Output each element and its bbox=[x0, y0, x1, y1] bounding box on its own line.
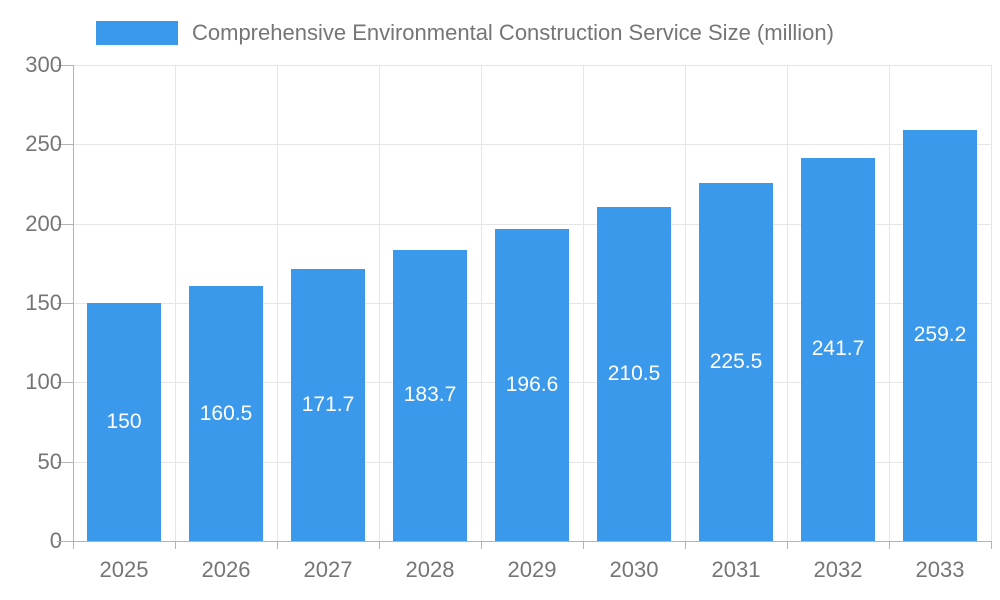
bar-value-label: 150 bbox=[106, 410, 142, 433]
bar-value-label: 171.7 bbox=[301, 392, 355, 416]
x-tick-mark bbox=[787, 541, 788, 549]
x-tick-mark bbox=[991, 541, 992, 549]
x-tick-mark bbox=[685, 541, 686, 549]
x-tick-mark bbox=[379, 541, 380, 549]
bar-2025 bbox=[87, 303, 161, 541]
bar-value-label: 160.5 bbox=[199, 401, 253, 425]
y-tick-mark bbox=[57, 65, 73, 66]
h-gridline bbox=[73, 223, 991, 225]
bar-2027 bbox=[291, 268, 365, 541]
x-axis-label: 2028 bbox=[405, 557, 455, 582]
y-axis-label: 0 bbox=[49, 528, 62, 553]
x-tick-mark bbox=[175, 541, 176, 549]
x-axis-label: 2031 bbox=[711, 557, 761, 582]
y-axis-label: 300 bbox=[25, 52, 62, 77]
v-gridline bbox=[583, 65, 584, 541]
y-tick-mark bbox=[57, 303, 73, 304]
y-tick-mark bbox=[57, 223, 73, 225]
v-gridline bbox=[685, 65, 686, 541]
y-axis-label: 150 bbox=[25, 290, 62, 315]
x-axis-label: 2026 bbox=[201, 557, 251, 582]
v-gridline bbox=[175, 65, 176, 541]
x-axis-label: 2027 bbox=[303, 557, 353, 582]
x-tick-mark bbox=[889, 541, 890, 549]
v-gridline bbox=[379, 65, 380, 541]
bar-2026 bbox=[189, 286, 263, 541]
bar-2028 bbox=[393, 249, 467, 541]
v-gridline bbox=[481, 65, 482, 541]
bar-value-label: 259.2 bbox=[913, 323, 967, 347]
h-gridline bbox=[73, 65, 991, 66]
x-axis-label: 2030 bbox=[609, 557, 659, 582]
legend[interactable]: Comprehensive Environmental Construction… bbox=[96, 20, 834, 46]
y-axis-label: 250 bbox=[25, 131, 62, 157]
y-axis-label: 200 bbox=[25, 210, 62, 236]
x-axis-label: 2025 bbox=[99, 557, 149, 582]
y-axis-label: 50 bbox=[37, 448, 62, 474]
v-gridline bbox=[889, 65, 890, 541]
x-axis-label: 2032 bbox=[813, 557, 863, 582]
x-tick-mark bbox=[277, 541, 278, 549]
bar-value-label: 225.5 bbox=[709, 350, 763, 374]
bar-2029 bbox=[495, 229, 569, 541]
h-gridline bbox=[73, 144, 991, 146]
bar-2032 bbox=[801, 157, 875, 541]
x-axis-label: 2029 bbox=[507, 557, 557, 582]
x-axis-line bbox=[57, 541, 991, 542]
bar-value-label: 196.6 bbox=[505, 373, 559, 397]
y-tick-mark bbox=[57, 144, 73, 146]
x-axis-label: 2033 bbox=[915, 557, 965, 582]
v-gridline bbox=[277, 65, 278, 541]
bar-2033 bbox=[903, 129, 977, 541]
x-tick-mark bbox=[481, 541, 482, 549]
y-axis-line bbox=[73, 65, 74, 549]
v-gridline bbox=[991, 65, 992, 541]
legend-label: Comprehensive Environmental Construction… bbox=[192, 20, 834, 45]
legend-swatch[interactable] bbox=[96, 21, 178, 45]
bar-value-label: 183.7 bbox=[403, 383, 457, 407]
bar-value-label: 210.5 bbox=[607, 362, 661, 385]
y-axis-label: 100 bbox=[25, 369, 62, 395]
bar-2031 bbox=[699, 183, 773, 541]
bar-2030 bbox=[597, 207, 671, 541]
y-tick-mark bbox=[57, 461, 73, 463]
bar-value-label: 241.7 bbox=[811, 337, 865, 361]
y-tick-mark bbox=[57, 382, 73, 384]
v-gridline bbox=[787, 65, 788, 541]
x-tick-mark bbox=[583, 541, 584, 549]
